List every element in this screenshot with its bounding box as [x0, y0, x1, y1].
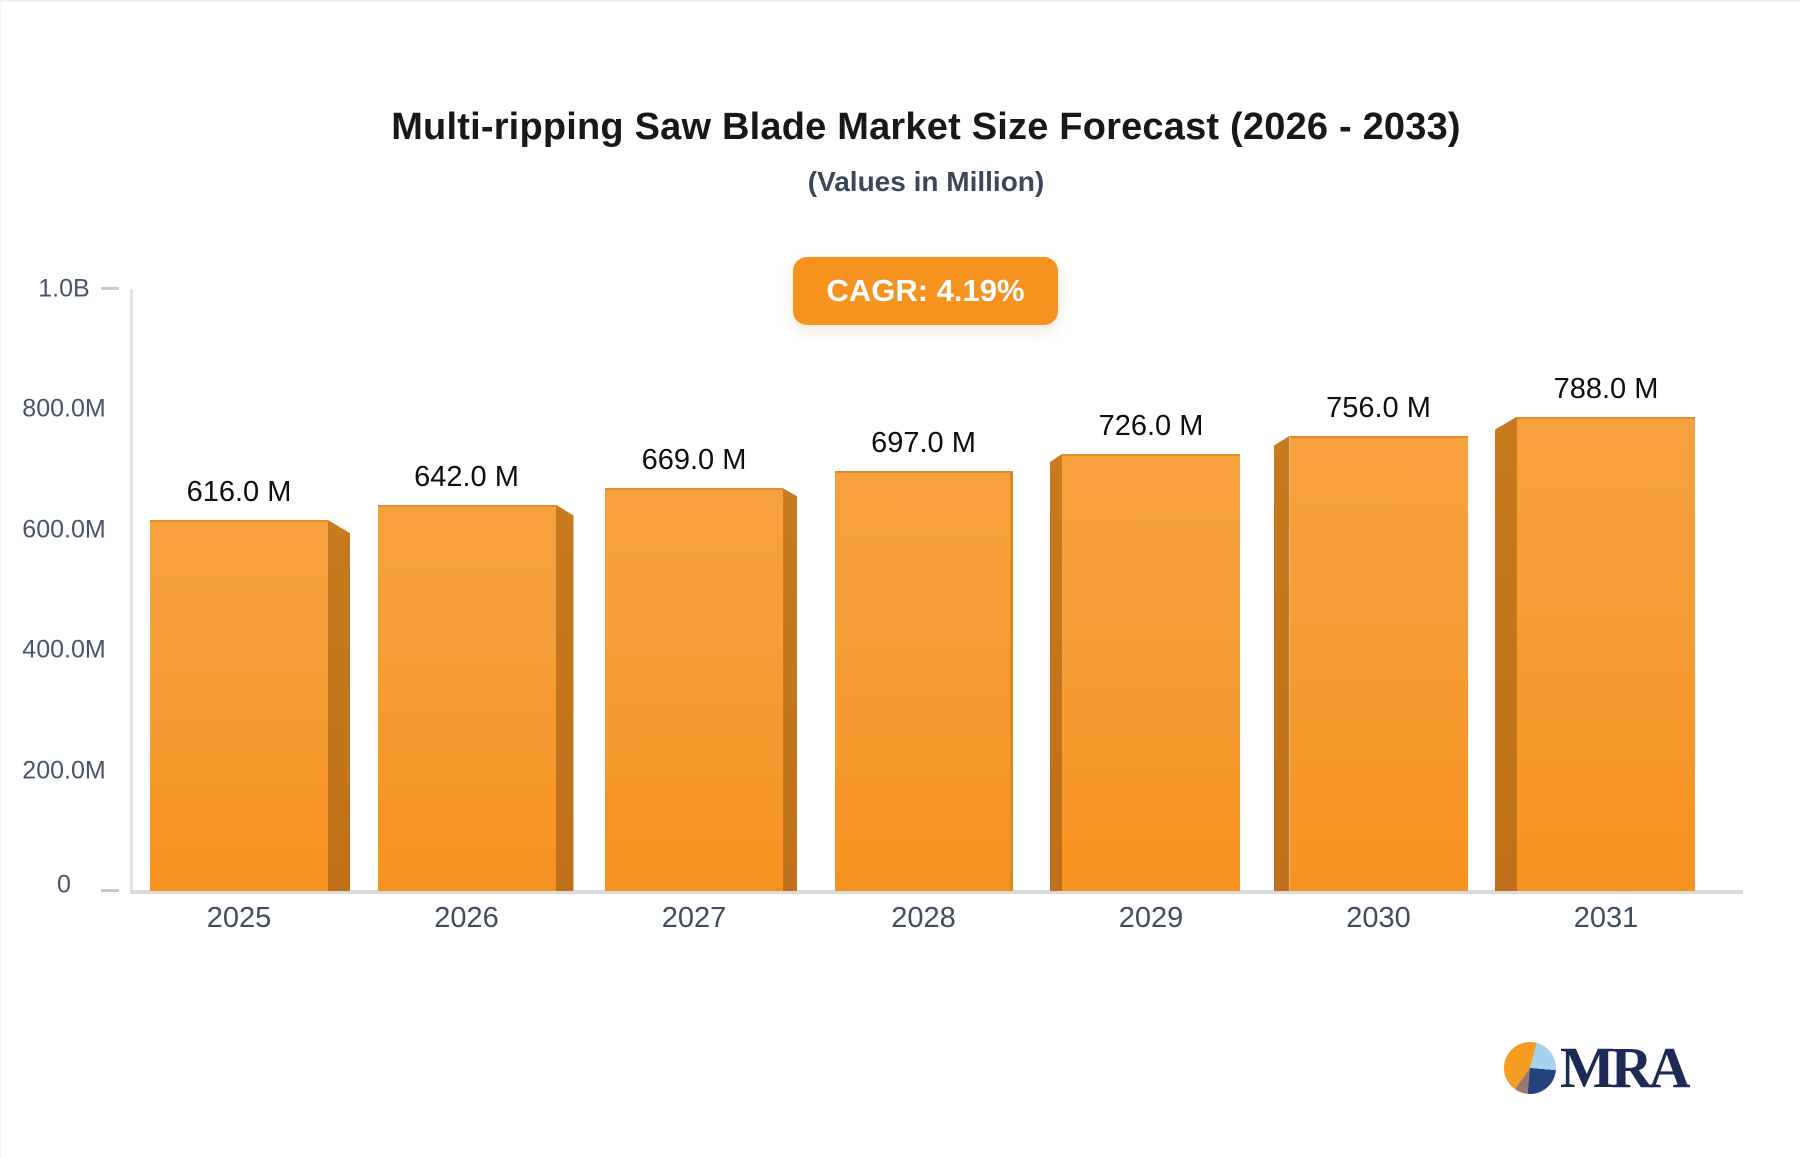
y-tick-mark — [101, 287, 119, 290]
mra-logo: MRA — [1504, 1035, 1691, 1100]
x-tick-label-2027: 2027 — [661, 902, 727, 934]
y-axis-line — [130, 289, 133, 893]
bar-2026-side-shadow — [555, 504, 574, 891]
x-tick-label-2026: 2026 — [434, 902, 499, 934]
bar-2029 — [1062, 453, 1240, 891]
x-tick-label-2030: 2030 — [1346, 902, 1411, 934]
chart-title: Multi-ripping Saw Blade Market Size Fore… — [391, 106, 1461, 148]
bar-2031 — [1517, 416, 1695, 891]
bar-2030-side-shadow — [1273, 435, 1290, 891]
y-tick-label: 0 — [57, 870, 71, 899]
bar-2025-side-shadow — [328, 520, 350, 891]
bar-value-label-2028: 697.0 M — [871, 427, 976, 460]
y-tick-label: 800.0M — [22, 394, 106, 423]
bar-value-label-2030: 756.0 M — [1326, 391, 1431, 424]
x-tick-label-2031: 2031 — [1573, 902, 1639, 934]
bar-2029-side-shadow — [1050, 453, 1062, 891]
bar-2028 — [834, 471, 1013, 891]
y-tick-label: 1.0B — [38, 274, 90, 303]
bar-2025 — [150, 520, 328, 891]
y-tick-label: 400.0M — [22, 635, 106, 664]
bar-2031-side-shadow — [1495, 416, 1517, 891]
chart-subtitle: (Values in Million) — [807, 166, 1045, 197]
cagr-badge: CAGR: 4.19% — [793, 257, 1058, 325]
x-tick-label-2029: 2029 — [1118, 902, 1184, 934]
pie-chart-logo-icon — [1504, 1042, 1556, 1094]
bar-value-label-2029: 726.0 M — [1098, 409, 1204, 442]
x-tick-label-2025: 2025 — [206, 902, 272, 934]
x-axis-line — [130, 890, 1743, 894]
logo-text: MRA — [1560, 1035, 1691, 1100]
x-tick-label-2028: 2028 — [891, 902, 956, 934]
bar-2026 — [377, 504, 556, 891]
bar-value-label-2025: 616.0 M — [186, 476, 292, 509]
bar-2030 — [1289, 435, 1468, 891]
bar-2027-side-shadow — [783, 488, 797, 891]
y-tick-mark — [101, 889, 119, 892]
bar-value-label-2026: 642.0 M — [414, 460, 519, 493]
bar-value-label-2031: 788.0 M — [1553, 372, 1659, 405]
bar-2027 — [605, 488, 783, 891]
bar-value-label-2027: 669.0 M — [641, 444, 747, 477]
y-tick-label: 600.0M — [22, 515, 106, 544]
y-tick-label: 200.0M — [22, 756, 106, 785]
